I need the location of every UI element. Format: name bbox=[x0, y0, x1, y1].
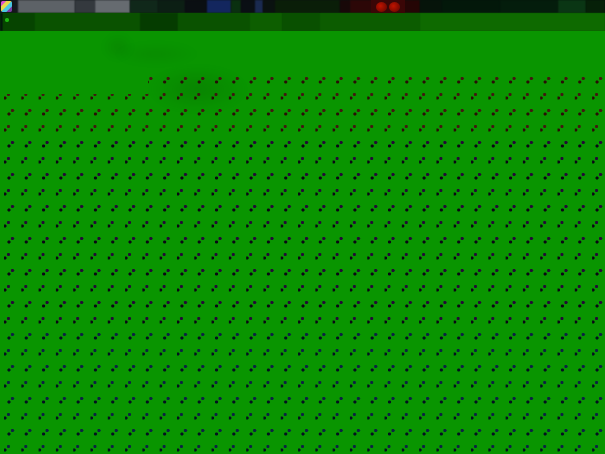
menu-smear-block bbox=[0, 13, 3, 31]
title-smear-block bbox=[350, 0, 373, 13]
menu-smear-block bbox=[35, 13, 140, 31]
title-smear-block bbox=[231, 0, 241, 13]
title-smear-block bbox=[586, 0, 605, 13]
title-smear-block bbox=[340, 0, 350, 13]
menu-smear-block bbox=[140, 13, 178, 31]
menu-bar[interactable] bbox=[0, 13, 605, 31]
shadow-smudge bbox=[103, 34, 133, 60]
title-smear-block bbox=[185, 0, 207, 13]
title-smear-block bbox=[420, 0, 442, 13]
grass-pattern-band-middle bbox=[0, 136, 605, 328]
title-smear-block bbox=[558, 0, 586, 13]
title-smear-block bbox=[95, 0, 130, 13]
playfield[interactable] bbox=[0, 31, 605, 454]
record-indicator bbox=[371, 0, 405, 13]
title-smear-block bbox=[401, 0, 420, 13]
title-smear-block bbox=[255, 0, 263, 13]
menu-smear-block bbox=[178, 13, 250, 31]
app-icon bbox=[1, 1, 12, 12]
menu-smear-block bbox=[3, 13, 35, 31]
menu-smear-block bbox=[420, 13, 605, 31]
title-smear-block bbox=[75, 0, 95, 13]
menu-smear-block bbox=[282, 13, 320, 31]
red-dot-icon bbox=[376, 1, 387, 12]
title-smear-block bbox=[130, 0, 158, 13]
title-smear-block bbox=[207, 0, 231, 13]
red-dot-icon bbox=[389, 1, 400, 12]
pattern-clear-region bbox=[0, 72, 148, 94]
title-smear-block bbox=[241, 0, 255, 13]
title-smear-block bbox=[500, 0, 558, 13]
title-smear-block bbox=[18, 0, 75, 13]
title-smear-block bbox=[263, 0, 275, 13]
menu-smear-block bbox=[320, 13, 420, 31]
menu-smear-block bbox=[250, 13, 282, 31]
shadow-smudge bbox=[112, 43, 200, 65]
shadow-smudge bbox=[148, 66, 248, 112]
title-smear-block bbox=[442, 0, 500, 13]
title-bar[interactable] bbox=[0, 0, 605, 13]
title-smear-block bbox=[13, 0, 18, 13]
grass-pattern-band-bottom bbox=[0, 328, 605, 454]
menu-highlight-dot bbox=[5, 18, 9, 22]
title-smear-block bbox=[275, 0, 340, 13]
title-smear-block bbox=[158, 0, 185, 13]
